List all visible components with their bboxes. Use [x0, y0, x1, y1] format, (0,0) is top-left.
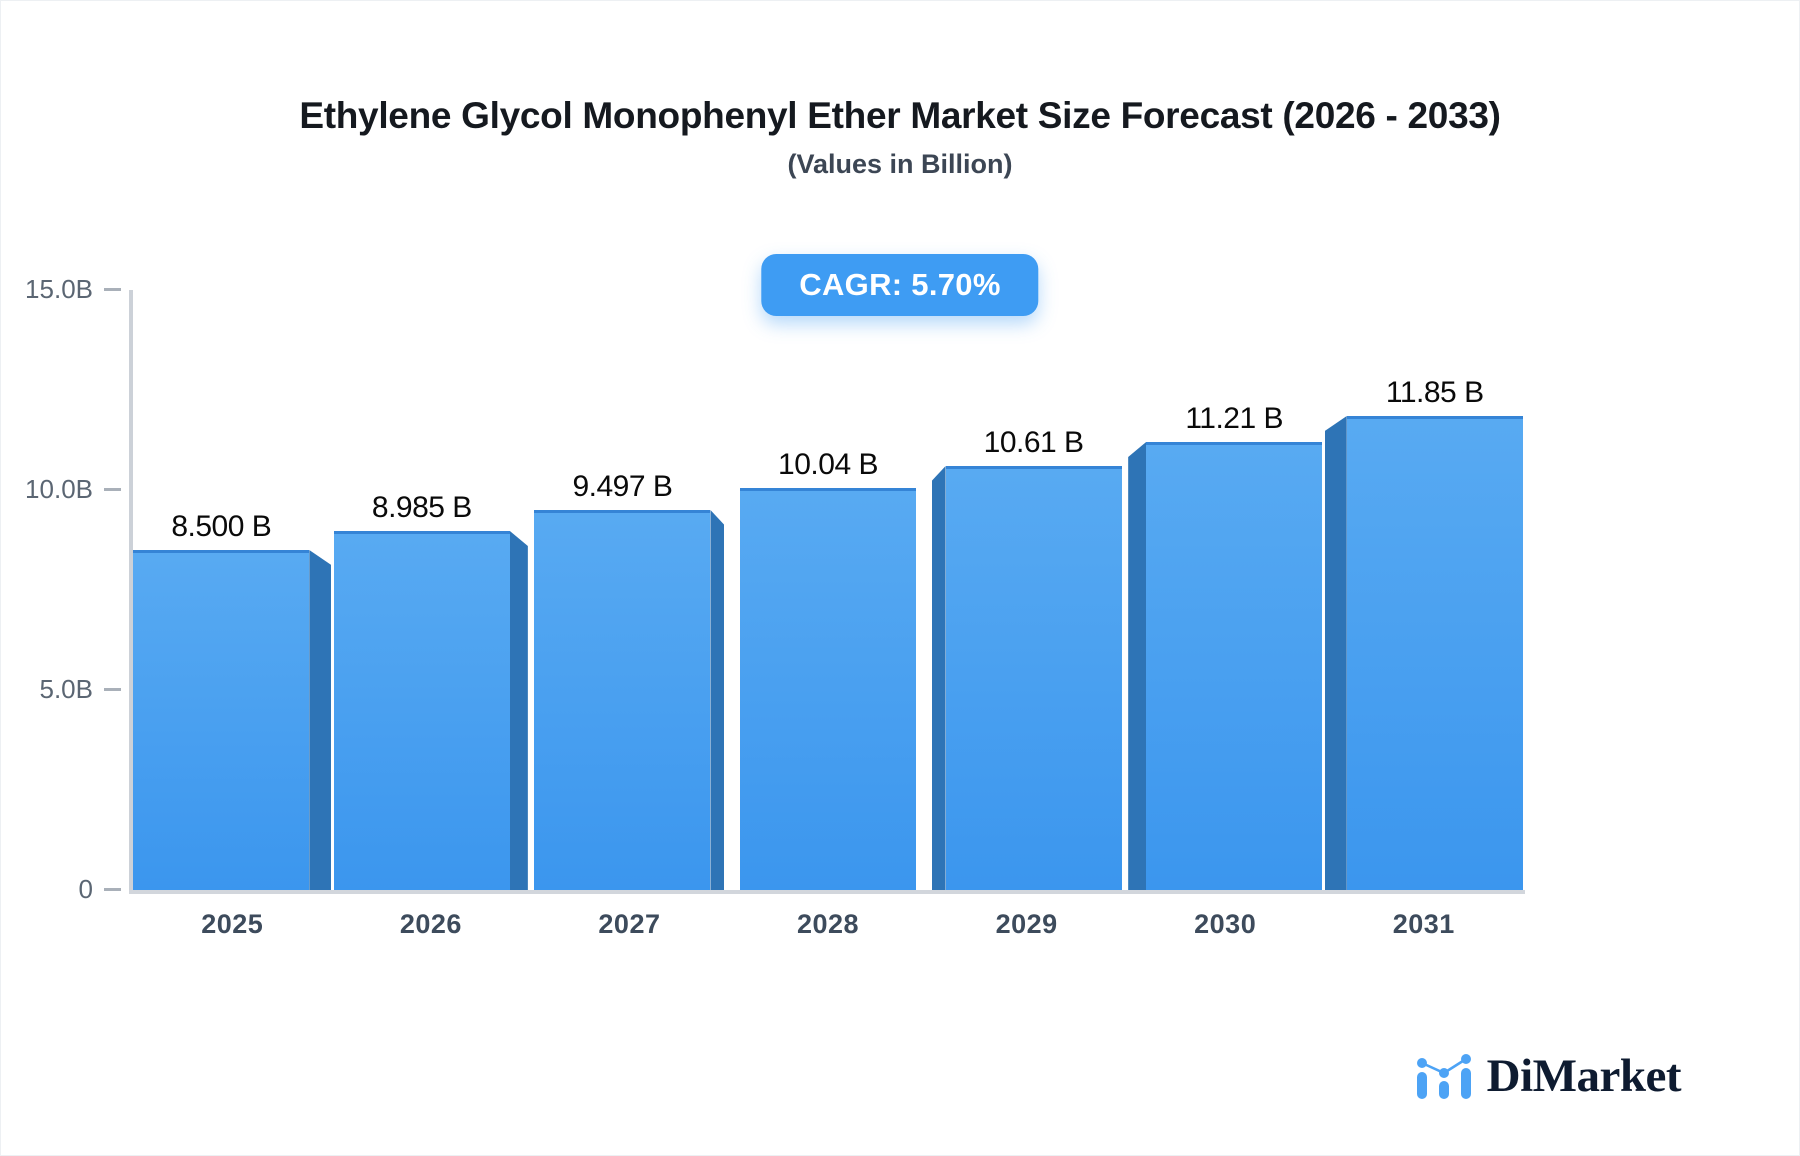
bar-slot-2025: 8.500 B [133, 290, 332, 890]
y-tick-mark [104, 888, 121, 891]
x-label-2031: 2031 [1392, 909, 1455, 939]
chart-subtitle: (Values in Billion) [787, 149, 1013, 179]
y-tick-label: 5.0B [39, 674, 94, 704]
y-tick-label: 15.0B [25, 274, 93, 304]
bar-2026[interactable]: 8.985 B [333, 491, 510, 890]
x-label-2025: 2025 [201, 909, 264, 939]
bar-side-left-2031 [1324, 416, 1347, 890]
plot-area: 0 5.0B 10.0B 15.0B 8.500 B 8.985 B 9.497 B 10.… [25, 274, 1525, 904]
dimarket-logo-icon [1416, 1054, 1471, 1099]
bar-group-2026: 8.985 B [333, 491, 528, 890]
bar-series: 8.500 B 8.985 B 9.497 B 10.04 B 10.61 B 11.21… [133, 290, 1523, 890]
y-tick-mark [104, 688, 121, 691]
bar-2028[interactable]: 10.04 B [740, 448, 917, 890]
bar-group-2027: 9.497 B [534, 470, 725, 890]
bar-slot-2029: 10.61 B [927, 290, 1126, 890]
bar-value-label-2026: 8.985 B [371, 491, 472, 524]
bar-value-label-2030: 11.21 B [1185, 402, 1284, 435]
x-axis-line [129, 890, 1525, 894]
bar-value-label-2027: 9.497 B [572, 470, 673, 503]
bar-2029[interactable]: 10.61 B [945, 426, 1122, 890]
y-tick-label: 10.0B [25, 474, 93, 504]
dimarket-logo[interactable]: DiMarket [1415, 1049, 1682, 1103]
bar-slot-2031: 11.85 B [1324, 290, 1523, 890]
bar-side-left-2030 [1128, 442, 1147, 890]
bar-2031[interactable]: 11.85 B [1346, 376, 1523, 890]
bar-side-right-2027 [710, 510, 725, 890]
bar-slot-2027: 9.497 B [530, 290, 729, 890]
bar-group-2031: 11.85 B [1324, 376, 1523, 890]
bar-value-label-2025: 8.500 B [171, 510, 272, 543]
bar-group-2025: 8.500 B [133, 510, 332, 890]
y-axis-line [129, 290, 133, 892]
bar-group-2029: 10.61 B [931, 426, 1122, 890]
x-label-2030: 2030 [1194, 909, 1257, 939]
y-tick-mark [104, 288, 121, 291]
bar-slot-2030: 11.21 B [1126, 290, 1325, 890]
bar-side-right-2026 [509, 531, 528, 890]
bar-slot-2028: 10.04 B [729, 290, 928, 890]
bar-value-label-2028: 10.04 B [778, 448, 878, 481]
bar-slot-2026: 8.985 B [332, 290, 531, 890]
x-label-2029: 2029 [995, 909, 1058, 939]
dimarket-logo-text: DiMarket [1486, 1050, 1682, 1102]
bar-side-right-2025 [309, 550, 332, 890]
bar-2025[interactable]: 8.500 B [133, 510, 310, 890]
cagr-badge: CAGR: 5.70% [761, 254, 1039, 316]
y-tick-mark [104, 488, 121, 491]
x-label-2027: 2027 [598, 909, 661, 939]
bar-value-label-2029: 10.61 B [983, 426, 1084, 459]
y-tick-label: 0 [78, 874, 93, 904]
bar-group-2028: 10.04 B [740, 448, 917, 890]
x-label-2026: 2026 [399, 909, 462, 939]
x-axis: 2025 2026 2027 2028 2029 2030 2031 [133, 909, 1523, 940]
x-label-2028: 2028 [796, 909, 860, 939]
bar-side-left-2029 [931, 466, 946, 890]
bar-2027[interactable]: 9.497 B [534, 470, 711, 890]
chart-title: Ethylene Glycol Monophenyl Ether Market … [299, 95, 1501, 136]
bar-group-2030: 11.21 B [1128, 402, 1323, 890]
bar-2030[interactable]: 11.21 B [1146, 402, 1323, 890]
bar-value-label-2031: 11.85 B [1385, 376, 1484, 409]
